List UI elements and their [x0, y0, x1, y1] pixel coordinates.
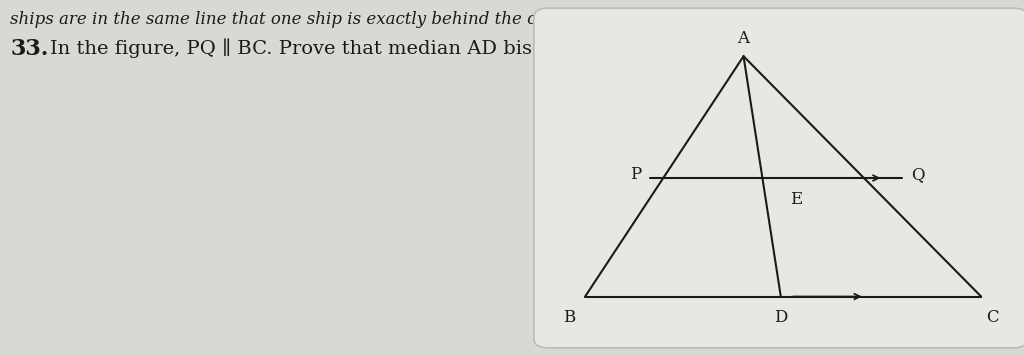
FancyBboxPatch shape [534, 8, 1024, 348]
Text: 33.: 33. [10, 38, 48, 60]
Text: D: D [774, 309, 787, 326]
Text: P: P [630, 166, 641, 183]
Text: In the figure, PQ ∥ BC. Prove that median AD bisects PQ.: In the figure, PQ ∥ BC. Prove that media… [50, 38, 613, 58]
Text: Q: Q [911, 166, 925, 183]
Text: ships are in the same line that one ship is exactly behind the other, find: ships are in the same line that one ship… [10, 11, 613, 28]
Text: B: B [563, 309, 575, 326]
Text: E: E [791, 191, 803, 208]
Text: C: C [986, 309, 998, 326]
Text: A: A [737, 30, 750, 47]
